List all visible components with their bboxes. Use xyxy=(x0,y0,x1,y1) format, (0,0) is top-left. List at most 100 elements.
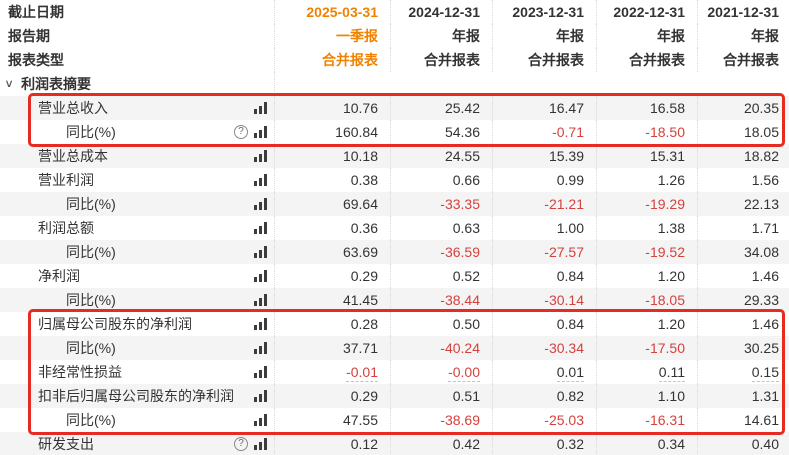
value: 0.34 xyxy=(657,436,685,452)
value: -21.21 xyxy=(544,196,584,212)
value: 15.39 xyxy=(548,148,584,164)
row-icons xyxy=(254,198,274,210)
value-cell: 10.76 xyxy=(275,96,391,120)
header-row-label: 报表类型 xyxy=(8,52,64,68)
value: 41.45 xyxy=(342,292,378,308)
header-value-cell: 年报 xyxy=(493,24,597,48)
row-label: 扣非后归属母公司股东的净利润 xyxy=(38,388,234,404)
row-label: 同比(%) xyxy=(66,196,116,212)
value-cell: 29.33 xyxy=(698,288,789,312)
value: 34.08 xyxy=(743,244,779,260)
value: 0.38 xyxy=(350,172,378,188)
value: 0.66 xyxy=(452,172,480,188)
value-cell: -25.03 xyxy=(493,408,597,432)
bar-chart-icon[interactable] xyxy=(254,414,267,426)
value-cell: 0.29 xyxy=(275,384,391,408)
value-cell: 14.61 xyxy=(698,408,789,432)
table-row: 研发支出? 0.12 0.42 0.32 0.34 0.40 xyxy=(0,432,789,455)
bar-chart-icon[interactable] xyxy=(254,246,267,258)
value: -30.34 xyxy=(544,340,584,356)
header-value: 年报 xyxy=(751,28,779,44)
value: -33.35 xyxy=(440,196,480,212)
table-row: 营业总成本 10.18 24.55 15.39 15.31 18.82 xyxy=(0,144,789,168)
bar-chart-icon[interactable] xyxy=(254,126,267,138)
value-cell: -40.24 xyxy=(391,336,493,360)
row-icons xyxy=(254,270,274,282)
value-cell: 0.50 xyxy=(391,312,493,336)
header-value: 2025-03-31 xyxy=(306,4,378,20)
bar-chart-icon[interactable] xyxy=(254,318,267,330)
value: 10.76 xyxy=(342,100,378,116)
header-value: 合并报表 xyxy=(629,52,685,68)
table-row: 非经常性损益 -0.01 -0.00 0.01 0.11 0.15 xyxy=(0,360,789,384)
header-value: 合并报表 xyxy=(723,52,779,68)
row-icons xyxy=(254,246,274,258)
value: 0.12 xyxy=(350,436,378,452)
question-icon[interactable]: ? xyxy=(234,437,248,451)
value-cell: 37.71 xyxy=(275,336,391,360)
bar-chart-icon[interactable] xyxy=(254,294,267,306)
value: 0.42 xyxy=(452,436,480,452)
value-cell: 0.28 xyxy=(275,312,391,336)
chevron-down-icon[interactable]: ∨ xyxy=(4,78,14,90)
value-cell: 0.99 xyxy=(493,168,597,192)
row-icons: ? xyxy=(234,125,274,139)
value: -25.03 xyxy=(544,412,584,428)
value-cell: 63.69 xyxy=(275,240,391,264)
bar-chart-icon[interactable] xyxy=(254,102,267,114)
header-value-cell: 合并报表 xyxy=(597,48,698,72)
value-cell: 25.42 xyxy=(391,96,493,120)
question-icon[interactable]: ? xyxy=(234,125,248,139)
row-label-cell: 净利润 xyxy=(0,264,275,288)
bar-chart-icon[interactable] xyxy=(254,366,267,378)
header-value-cell: 合并报表 xyxy=(391,48,493,72)
value: 0.99 xyxy=(556,172,584,188)
value-cell: 24.55 xyxy=(391,144,493,168)
table-row: 同比(%) 69.64 -33.35 -21.21 -19.29 22.13 xyxy=(0,192,789,216)
value-cell: 41.45 xyxy=(275,288,391,312)
value-cell: 54.36 xyxy=(391,120,493,144)
row-label: 营业总收入 xyxy=(38,100,108,116)
row-icons xyxy=(254,174,274,186)
value: 160.84 xyxy=(335,124,378,140)
value-cell: -17.50 xyxy=(597,336,698,360)
header-value: 年报 xyxy=(657,28,685,44)
value-cell: 0.52 xyxy=(391,264,493,288)
value: 1.46 xyxy=(751,268,779,284)
table-row: 同比(%) 37.71 -40.24 -30.34 -17.50 30.25 xyxy=(0,336,789,360)
value: 1.10 xyxy=(657,388,685,404)
value: 24.55 xyxy=(444,148,480,164)
header-value: 合并报表 xyxy=(424,52,480,68)
value: 0.84 xyxy=(556,316,584,332)
value: 22.13 xyxy=(743,196,779,212)
value: -0.01 xyxy=(346,364,378,382)
bar-chart-icon[interactable] xyxy=(254,174,267,186)
value: 0.52 xyxy=(452,268,480,284)
value: 1.26 xyxy=(657,172,685,188)
bar-chart-icon[interactable] xyxy=(254,438,267,450)
value-cell: 0.66 xyxy=(391,168,493,192)
value: -38.69 xyxy=(440,412,480,428)
value: -0.00 xyxy=(448,364,480,382)
value: 0.11 xyxy=(658,364,685,382)
bar-chart-icon[interactable] xyxy=(254,198,267,210)
bar-chart-icon[interactable] xyxy=(254,222,267,234)
bar-chart-icon[interactable] xyxy=(254,270,267,282)
value-cell: 16.47 xyxy=(493,96,597,120)
value: 16.58 xyxy=(649,100,685,116)
value-cell: 0.15 xyxy=(698,360,789,384)
value-cell: 22.13 xyxy=(698,192,789,216)
section-header-income-statement[interactable]: ∨ 利润表摘要 xyxy=(0,72,789,96)
value-cell: -21.21 xyxy=(493,192,597,216)
value-cell: 0.51 xyxy=(391,384,493,408)
header-value: 一季报 xyxy=(336,28,378,44)
row-icons xyxy=(254,342,274,354)
value: 1.20 xyxy=(657,268,685,284)
bar-chart-icon[interactable] xyxy=(254,150,267,162)
row-icons xyxy=(254,294,274,306)
bar-chart-icon[interactable] xyxy=(254,390,267,402)
bar-chart-icon[interactable] xyxy=(254,342,267,354)
value-cell: 0.63 xyxy=(391,216,493,240)
header-value: 2024-12-31 xyxy=(408,4,480,20)
